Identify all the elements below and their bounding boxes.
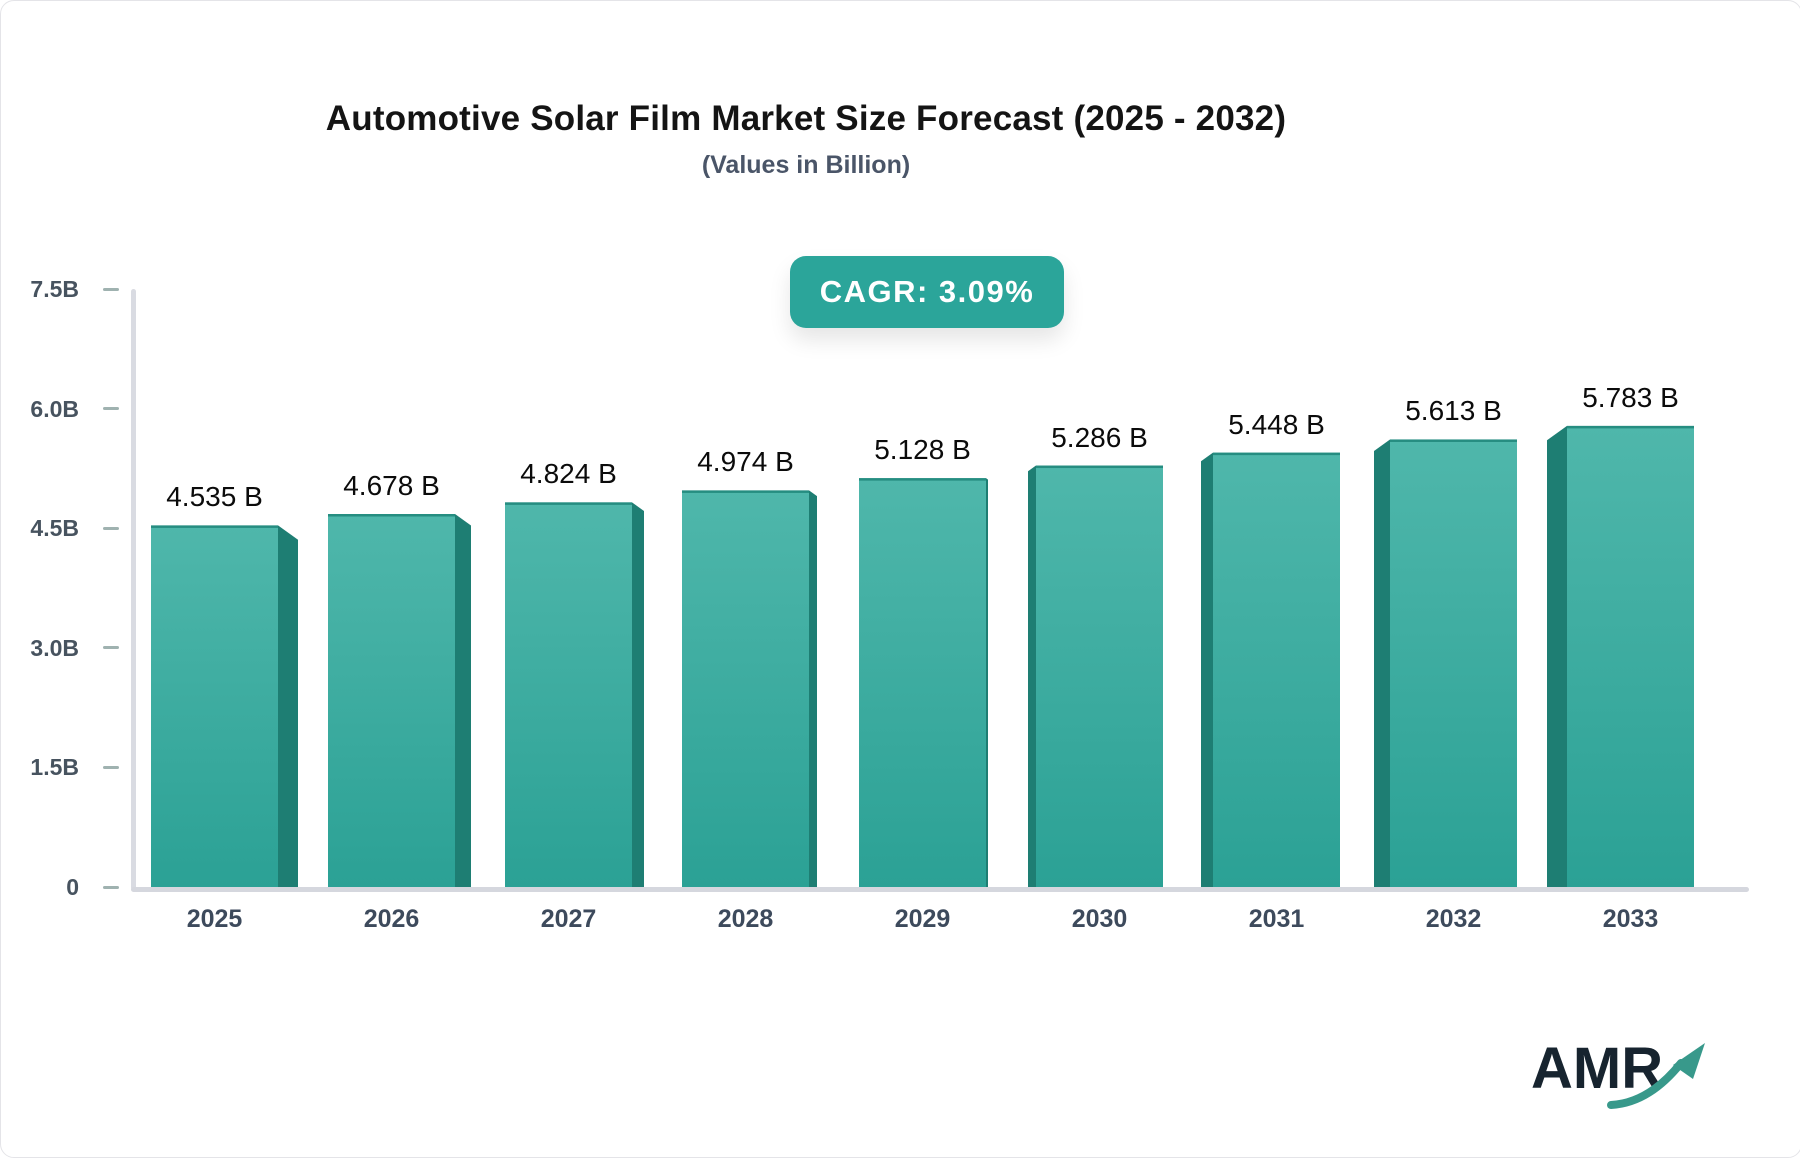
bar-front-face — [505, 502, 632, 887]
x-axis-line — [131, 887, 1749, 892]
bar-front-face — [859, 478, 986, 887]
bar-side-face — [1547, 425, 1567, 887]
bar-value-label: 5.128 B — [874, 434, 971, 466]
bar-front-face — [1390, 439, 1517, 887]
cagr-badge: CAGR: 3.09% — [790, 256, 1064, 328]
bar-front-face — [328, 514, 455, 887]
bar-front-face — [1036, 465, 1163, 887]
bar-top-edge — [328, 514, 455, 517]
brand-logo: AMR — [1521, 1031, 1721, 1131]
bar-2033 — [1547, 425, 1694, 887]
y-axis-label: 3.0B — [30, 634, 79, 661]
x-axis-label: 2029 — [894, 905, 951, 933]
x-axis-label: 2028 — [717, 905, 774, 933]
bar-2027 — [505, 502, 644, 887]
bar-side-face — [986, 478, 988, 887]
x-axis-label: 2030 — [1071, 905, 1128, 933]
bar-front-face — [1567, 425, 1694, 887]
bar-top-edge — [505, 502, 632, 505]
bar-2030 — [1028, 465, 1163, 887]
bar-value-label: 5.783 B — [1582, 381, 1679, 413]
bar-top-edge — [151, 525, 278, 528]
bar-front-face — [682, 490, 809, 887]
x-axis-label: 2027 — [540, 905, 597, 933]
y-axis-tick — [103, 526, 119, 530]
bar-side-face — [809, 490, 817, 887]
x-axis-label: 2025 — [186, 905, 243, 933]
bar-2031 — [1201, 452, 1340, 887]
bar-value-label: 5.286 B — [1051, 421, 1148, 453]
bar-value-label: 5.448 B — [1228, 408, 1325, 440]
y-axis-label: 4.5B — [30, 515, 79, 542]
bar-front-face — [1213, 452, 1340, 887]
y-axis-tick — [103, 885, 119, 889]
bar-2026 — [328, 514, 471, 887]
bar-top-edge — [1213, 452, 1340, 456]
bar-top-edge — [1036, 465, 1163, 469]
bar-2028 — [682, 490, 817, 887]
bar-front-face — [151, 525, 278, 887]
bar-value-label: 4.824 B — [520, 458, 617, 490]
bar-value-label: 4.535 B — [166, 481, 263, 513]
growth-arrow-icon — [1607, 1043, 1705, 1109]
y-axis-label: 0 — [66, 874, 79, 900]
y-axis-tick — [103, 765, 119, 769]
bar-side-face — [1201, 452, 1213, 887]
x-axis-label: 2032 — [1425, 905, 1482, 933]
bar-top-edge — [1567, 425, 1694, 429]
y-axis-line — [131, 289, 136, 890]
page-subtitle: (Values in Billion) — [701, 151, 911, 179]
bar-side-face — [1028, 465, 1036, 887]
y-axis-tick — [103, 407, 119, 411]
brand-logo-text: AMR — [1531, 1036, 1664, 1101]
x-axis-label: 2026 — [363, 905, 420, 933]
bar-2025 — [151, 525, 298, 887]
bar-top-edge — [859, 478, 986, 481]
y-axis-tick — [103, 646, 119, 650]
bar-side-face — [455, 514, 471, 887]
bar-value-label: 4.974 B — [697, 446, 794, 478]
bar-top-edge — [1390, 439, 1517, 442]
y-axis-tick — [103, 287, 119, 291]
bar-side-face — [278, 525, 298, 887]
x-axis-label: 2033 — [1602, 905, 1659, 933]
page-title: Automotive Solar Film Market Size Foreca… — [325, 99, 1287, 138]
bar-2029 — [859, 478, 988, 887]
y-axis-label: 7.5B — [30, 276, 79, 302]
y-axis-label: 6.0B — [30, 395, 79, 422]
bar-side-face — [632, 502, 644, 887]
bar-2032 — [1374, 439, 1517, 887]
x-axis-label: 2031 — [1248, 905, 1305, 933]
bar-top-edge — [682, 490, 809, 493]
bar-value-label: 5.613 B — [1405, 395, 1502, 427]
bar-value-label: 4.678 B — [343, 470, 440, 501]
bar-side-face — [1374, 439, 1390, 887]
y-axis-label: 1.5B — [30, 754, 79, 781]
